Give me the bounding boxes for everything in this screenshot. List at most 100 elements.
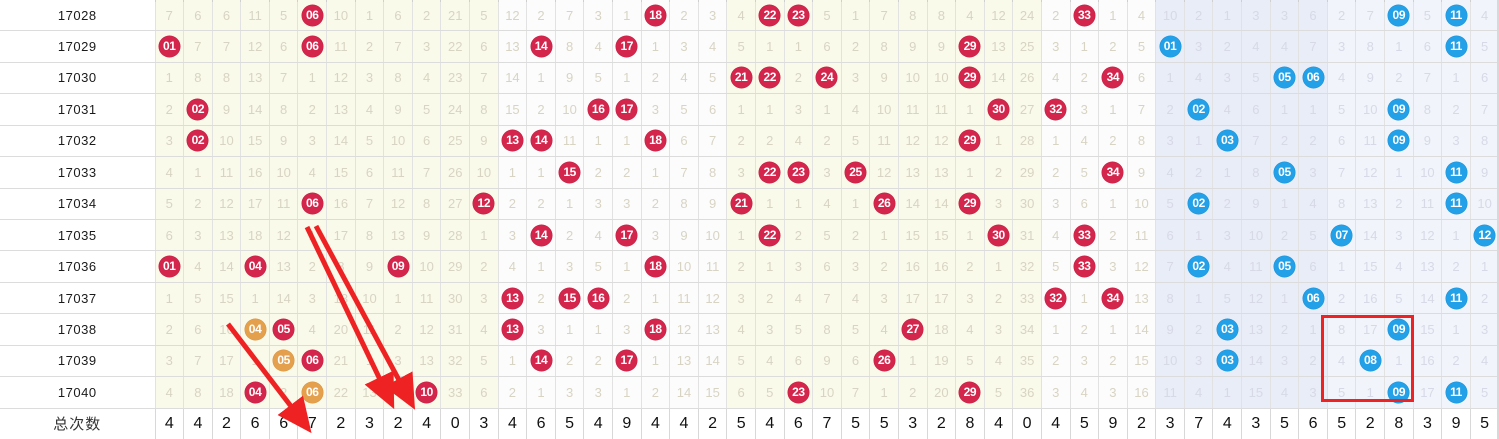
- front-number-cell[interactable]: 1: [841, 0, 871, 32]
- front-number-cell[interactable]: 14: [326, 125, 356, 158]
- front-number-cell[interactable]: 6: [183, 313, 213, 346]
- front-number-cell[interactable]: 05: [269, 345, 299, 378]
- front-number-cell[interactable]: 14: [212, 250, 242, 283]
- front-number-cell[interactable]: 8: [1127, 125, 1157, 158]
- front-number-cell[interactable]: 4: [784, 282, 814, 315]
- front-number-cell[interactable]: 30: [1012, 188, 1042, 220]
- front-number-cell[interactable]: 10: [812, 376, 842, 409]
- front-number-cell[interactable]: 22: [440, 30, 471, 63]
- table-row[interactable]: 17029 01 7 7 12 6 06 11 2 7 3 22 6 13 14 8 4 17 1 3 4 5 1 1 6 2 8 9…: [0, 30, 1499, 63]
- front-number-cell[interactable]: 2: [1098, 125, 1128, 158]
- front-number-cell[interactable]: 13: [355, 376, 385, 409]
- front-number-cell[interactable]: 1: [526, 62, 556, 95]
- front-number-cell[interactable]: 1: [612, 62, 642, 95]
- front-number-cell[interactable]: 34: [1012, 313, 1042, 346]
- front-number-cell[interactable]: 15: [555, 156, 585, 189]
- front-number-cell[interactable]: 2: [498, 188, 528, 220]
- front-number-cell[interactable]: 16: [212, 313, 242, 346]
- front-number-cell[interactable]: 11: [898, 93, 928, 126]
- front-number-cell[interactable]: 1: [955, 93, 985, 126]
- back-number-cell[interactable]: 02: [1184, 188, 1214, 220]
- front-number-cell[interactable]: 14: [898, 188, 928, 220]
- front-number-cell[interactable]: 3: [784, 250, 814, 283]
- back-number-cell[interactable]: 12: [1355, 156, 1386, 189]
- front-number-cell[interactable]: 10: [269, 156, 299, 189]
- back-number-cell[interactable]: 3: [1184, 345, 1214, 378]
- front-number-cell[interactable]: 06: [297, 30, 328, 63]
- front-number-cell[interactable]: 8: [669, 188, 699, 220]
- front-number-cell[interactable]: 1: [526, 250, 556, 283]
- back-number-cell[interactable]: 4: [1327, 62, 1357, 95]
- front-number-cell[interactable]: 1: [755, 188, 785, 220]
- front-number-cell[interactable]: 4: [984, 345, 1014, 378]
- back-number-cell[interactable]: 2: [1212, 188, 1243, 220]
- back-number-cell[interactable]: 14: [1413, 282, 1443, 315]
- back-number-cell[interactable]: 3: [1384, 219, 1414, 252]
- back-number-cell[interactable]: 4: [1184, 376, 1214, 409]
- front-number-cell[interactable]: 2: [1098, 219, 1128, 252]
- front-number-cell[interactable]: 1: [984, 250, 1014, 283]
- front-number-cell[interactable]: 5: [155, 188, 185, 220]
- back-number-cell[interactable]: 09: [1384, 313, 1414, 346]
- back-number-cell[interactable]: 1: [1327, 250, 1357, 283]
- front-number-cell[interactable]: 3: [469, 282, 499, 315]
- back-number-cell[interactable]: 15: [1241, 376, 1271, 409]
- front-number-cell[interactable]: 1: [498, 156, 528, 189]
- front-number-cell[interactable]: 12: [869, 156, 899, 189]
- front-number-cell[interactable]: 02: [183, 125, 213, 158]
- front-number-cell[interactable]: 1: [755, 250, 785, 283]
- front-number-cell[interactable]: 1: [641, 282, 671, 315]
- front-number-cell[interactable]: 1: [355, 345, 385, 378]
- front-number-cell[interactable]: 13: [212, 219, 242, 252]
- front-number-cell[interactable]: 5: [469, 0, 499, 32]
- front-number-cell[interactable]: 26: [440, 156, 471, 189]
- back-number-cell[interactable]: 5: [1470, 376, 1499, 409]
- front-number-cell[interactable]: 3: [841, 62, 871, 95]
- front-number-cell[interactable]: 8: [383, 62, 413, 95]
- front-number-cell[interactable]: 2: [1098, 345, 1128, 378]
- back-number-cell[interactable]: 3: [1184, 30, 1214, 63]
- back-number-cell[interactable]: 11: [1413, 188, 1443, 220]
- front-number-cell[interactable]: 5: [784, 313, 814, 346]
- back-number-cell[interactable]: 1: [1184, 282, 1214, 315]
- back-number-cell[interactable]: 1: [1212, 0, 1243, 32]
- back-number-cell[interactable]: 03: [1212, 125, 1243, 158]
- front-number-cell[interactable]: 4: [669, 62, 699, 95]
- back-number-cell[interactable]: 4: [1270, 376, 1300, 409]
- front-number-cell[interactable]: 12: [984, 0, 1014, 32]
- front-number-cell[interactable]: 12: [326, 62, 356, 95]
- front-number-cell[interactable]: 3: [583, 376, 613, 409]
- back-number-cell[interactable]: 2: [1212, 30, 1243, 63]
- front-number-cell[interactable]: 3: [984, 188, 1014, 220]
- draw-id-cell[interactable]: 17037: [0, 282, 156, 315]
- front-number-cell[interactable]: 2: [1098, 30, 1128, 63]
- front-number-cell[interactable]: 8: [469, 93, 499, 126]
- back-number-cell[interactable]: 5: [1413, 0, 1443, 32]
- front-number-cell[interactable]: 14: [526, 30, 556, 63]
- front-number-cell[interactable]: 3: [612, 188, 642, 220]
- front-number-cell[interactable]: 17: [927, 282, 957, 315]
- front-number-cell[interactable]: 13: [927, 156, 957, 189]
- front-number-cell[interactable]: 32: [1041, 93, 1071, 126]
- front-number-cell[interactable]: 8: [869, 30, 899, 63]
- front-number-cell[interactable]: 7: [183, 345, 213, 378]
- front-number-cell[interactable]: 17: [326, 219, 356, 252]
- front-number-cell[interactable]: 5: [726, 30, 756, 63]
- front-number-cell[interactable]: 3: [526, 313, 556, 346]
- back-number-cell[interactable]: 9: [1355, 62, 1386, 95]
- front-number-cell[interactable]: 13: [269, 250, 299, 283]
- front-number-cell[interactable]: 17: [898, 282, 928, 315]
- front-number-cell[interactable]: 2: [526, 0, 556, 32]
- front-number-cell[interactable]: 3: [955, 282, 985, 315]
- front-number-cell[interactable]: 13: [898, 156, 928, 189]
- front-number-cell[interactable]: 12: [240, 30, 270, 63]
- back-number-cell[interactable]: 06: [1298, 62, 1328, 95]
- front-number-cell[interactable]: 1: [898, 345, 928, 378]
- front-number-cell[interactable]: 11: [869, 125, 899, 158]
- front-number-cell[interactable]: 14: [1127, 313, 1157, 346]
- front-number-cell[interactable]: 2: [1041, 0, 1071, 32]
- front-number-cell[interactable]: 3: [583, 0, 613, 32]
- front-number-cell[interactable]: 8: [927, 0, 957, 32]
- front-number-cell[interactable]: 11: [412, 282, 442, 315]
- front-number-cell[interactable]: 06: [297, 345, 328, 378]
